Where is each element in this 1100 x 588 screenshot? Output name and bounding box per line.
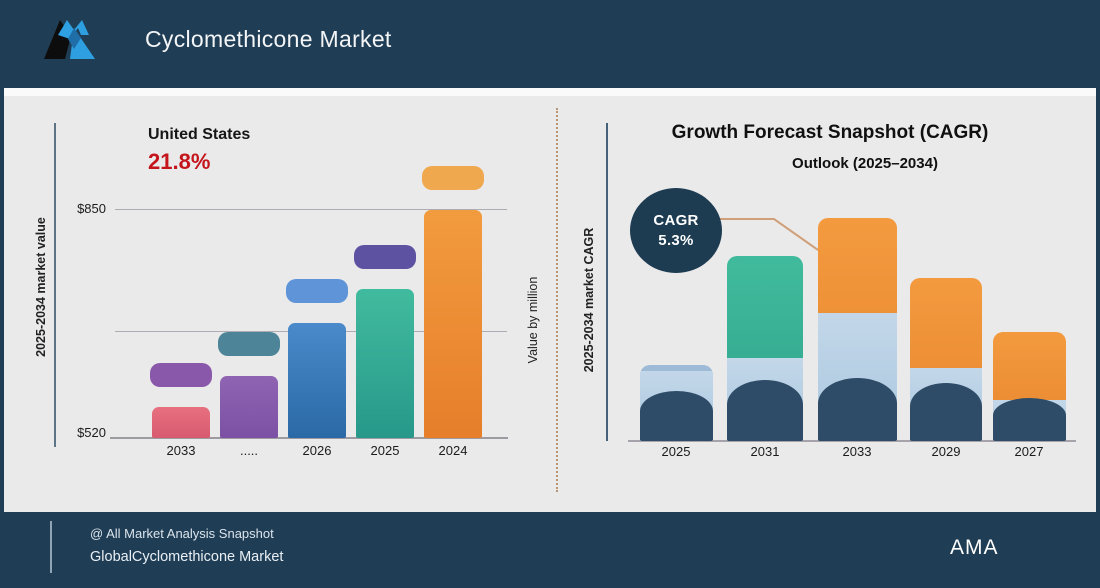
content-top-strip	[4, 88, 1096, 96]
page-title: Cyclomethicone Market	[145, 26, 392, 52]
right-bar-2031-base-dome	[727, 379, 803, 441]
left-y-tick-520: $520	[77, 425, 106, 440]
left-y-axis-label: 2025-2034 market value	[34, 217, 48, 357]
left-bar-cap-2026	[286, 279, 348, 303]
right-x-label-2029: 2029	[931, 444, 961, 459]
right-bar-2033-base-dome	[817, 377, 897, 441]
right-y-axis-label: 2025-2034 market CAGR	[582, 227, 596, 373]
right-bar-2033	[817, 218, 897, 441]
footer-caption: @ All Market Analysis Snapshot	[90, 526, 274, 541]
right-x-label-2031: 2031	[750, 444, 780, 459]
left-gridline-850	[115, 209, 507, 210]
left-bar-2033	[152, 407, 210, 438]
cagr-badge-value: 5.3%	[658, 231, 694, 249]
cagr-badge-label: CAGR	[653, 212, 699, 229]
left-x-label-2025: 2025	[370, 443, 400, 458]
footer-band	[0, 512, 1100, 588]
left-bar-cap-.....	[218, 332, 280, 356]
left-baseline	[110, 437, 508, 439]
left-x-label-2024: 2024	[438, 443, 468, 458]
panel-divider-dashed-line	[556, 108, 558, 492]
left-bar-cap-2033	[150, 363, 212, 387]
left-bar-cap-2024	[422, 166, 484, 190]
right-baseline	[628, 440, 1076, 442]
right-bar-2029	[910, 277, 982, 441]
right-chart-title: Growth Forecast Snapshot (CAGR)	[671, 122, 989, 143]
right-y-axis-line	[606, 123, 608, 441]
right-bar-2031	[727, 256, 803, 441]
left-y-tick-850: $850	[77, 201, 106, 216]
left-bar-.....	[220, 376, 278, 438]
footer-brand-text: AMA	[950, 536, 999, 559]
left-bar-2024	[424, 210, 482, 438]
ama-logo-icon	[44, 20, 95, 59]
footer-subject: GlobalCyclomethicone Market	[90, 549, 284, 565]
left-x-label-2033: 2033	[166, 443, 196, 458]
right-bar-2027	[992, 332, 1066, 441]
left-bar-cap-2025	[354, 245, 416, 269]
right-x-label-2027: 2027	[1014, 444, 1044, 459]
right-x-label-2033: 2033	[842, 444, 872, 459]
right-x-label-2025: 2025	[661, 444, 691, 459]
right-chart-subtitle: Outlook (2025–2034)	[792, 155, 938, 172]
left-x-label-2026: 2026	[302, 443, 332, 458]
left-chart-heading: United States	[148, 126, 251, 143]
header-band: Cyclomethicone Market	[0, 0, 1100, 88]
right-bar-2025	[639, 364, 713, 441]
right-bar-2027-base-dome	[992, 398, 1066, 441]
left-x-label-.....: .....	[239, 443, 259, 458]
divider-label: Value by million	[526, 276, 540, 364]
left-y-axis-line	[54, 123, 56, 447]
footer-divider-line	[50, 521, 52, 573]
left-bar-2025	[356, 289, 414, 438]
cagr-badge: CAGR 5.3%	[630, 188, 722, 273]
left-bar-2026	[288, 323, 346, 438]
right-bar-2025-base-dome	[639, 391, 713, 441]
left-chart-growth-value: 21.8%	[148, 149, 211, 174]
right-bar-2029-base-dome	[910, 382, 982, 441]
